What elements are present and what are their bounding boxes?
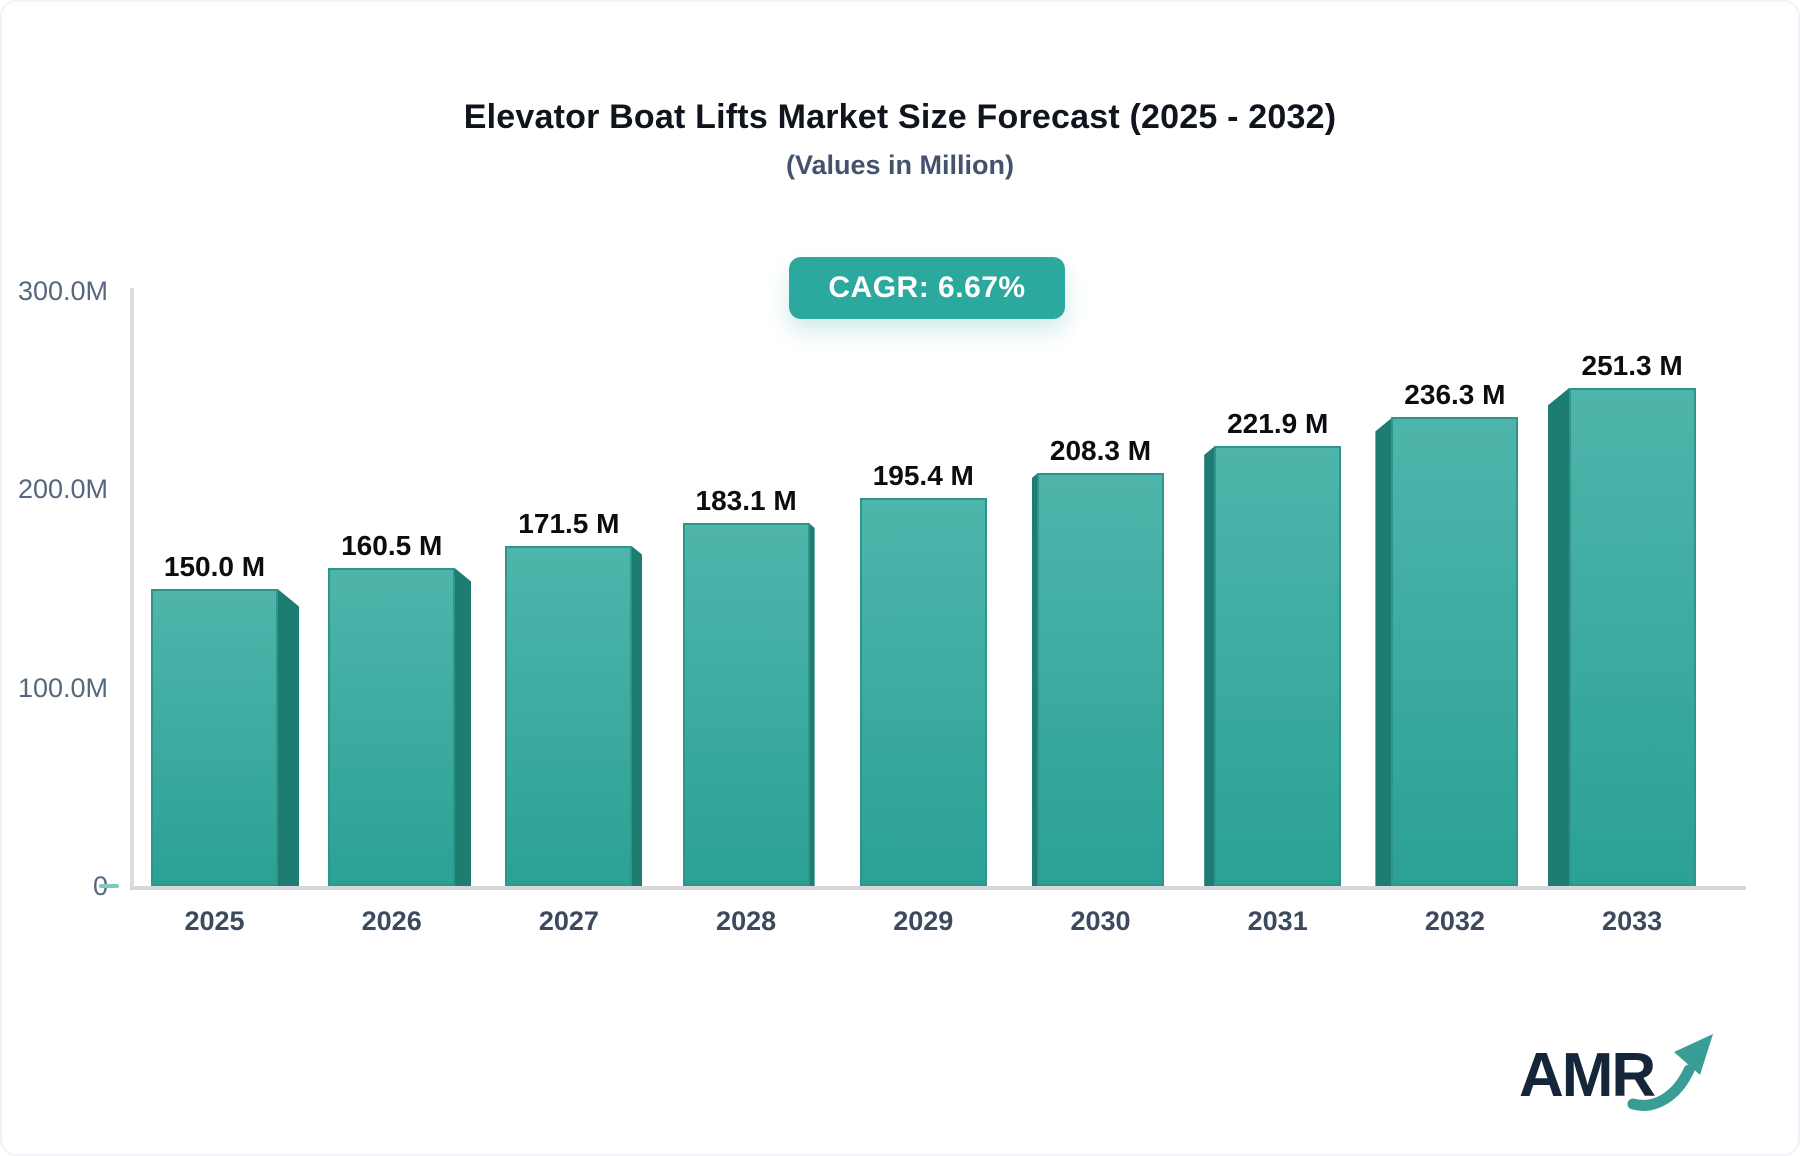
zero-tick-mark bbox=[99, 884, 119, 888]
bar-side-face-2025 bbox=[277, 588, 299, 886]
x-axis-tick-label-2028: 2028 bbox=[716, 906, 777, 936]
x-axis-line bbox=[130, 886, 1746, 890]
y-axis-tick-label: 300.0M bbox=[17, 276, 108, 306]
bar-value-label-2030: 208.3 M bbox=[1049, 434, 1152, 466]
bar-value-label-2027: 171.5 M bbox=[518, 507, 620, 539]
bar-side-face-2033 bbox=[1547, 387, 1570, 886]
amr-logo: AMR bbox=[1519, 1034, 1713, 1111]
x-axis-tick-label-2025: 2025 bbox=[184, 906, 245, 936]
bar-value-label-2028: 183.1 M bbox=[695, 484, 797, 516]
bar-2027[interactable] bbox=[505, 545, 633, 886]
bar-side-face-2030 bbox=[1032, 472, 1038, 886]
bar-2032[interactable] bbox=[1391, 417, 1519, 886]
growth-arrow-icon bbox=[1627, 1034, 1713, 1111]
bar-side-face-2032 bbox=[1375, 417, 1393, 886]
bar-2028[interactable] bbox=[682, 522, 810, 886]
y-axis-tick-label: 0 bbox=[2, 871, 108, 901]
bar-side-face-2027 bbox=[631, 545, 643, 886]
bar-side-face-2031 bbox=[1204, 445, 1216, 886]
x-axis-tick-label-2029: 2029 bbox=[893, 906, 954, 936]
bar-2031[interactable] bbox=[1214, 445, 1342, 886]
bar-value-label-2033: 251.3 M bbox=[1581, 349, 1683, 381]
x-axis-tick-label-2031: 2031 bbox=[1247, 906, 1308, 936]
y-axis-tick-label: 100.0M bbox=[17, 672, 108, 703]
x-axis-tick-label-2030: 2030 bbox=[1070, 906, 1131, 936]
cagr-badge-label: CAGR: 6.67% bbox=[828, 271, 1026, 304]
bar-side-face-2028 bbox=[808, 522, 815, 886]
chart-title: Elevator Boat Lifts Market Size Forecast… bbox=[463, 98, 1337, 136]
bar-value-label-2032: 236.3 M bbox=[1404, 379, 1506, 411]
bar-value-label-2031: 221.9 M bbox=[1227, 407, 1329, 439]
x-axis-tick-label-2033: 2033 bbox=[1602, 906, 1663, 936]
bar-side-face-2026 bbox=[454, 567, 472, 886]
bar-2029[interactable] bbox=[859, 498, 987, 886]
cagr-badge: CAGR: 6.67% bbox=[789, 257, 1065, 319]
bar-2026[interactable] bbox=[328, 567, 456, 886]
bar-value-label-2029: 195.4 M bbox=[872, 460, 974, 492]
bar-value-label-2026: 160.5 M bbox=[341, 529, 443, 561]
x-axis-tick-label-2027: 2027 bbox=[538, 906, 599, 936]
chart-subtitle: (Values in Million) bbox=[785, 150, 1015, 180]
bar-2025[interactable] bbox=[151, 588, 278, 886]
y-axis-tick-label: 200.0M bbox=[17, 474, 108, 505]
x-axis-tick-label-2026: 2026 bbox=[361, 906, 422, 936]
x-axis-tick-label-2032: 2032 bbox=[1424, 906, 1485, 936]
bar-2030[interactable] bbox=[1037, 472, 1164, 886]
y-axis-line bbox=[130, 288, 134, 890]
bar-value-label-2025: 150.0 M bbox=[163, 550, 266, 582]
bar-2033[interactable] bbox=[1568, 387, 1696, 886]
amr-logo-text: AMR bbox=[1519, 1041, 1655, 1110]
